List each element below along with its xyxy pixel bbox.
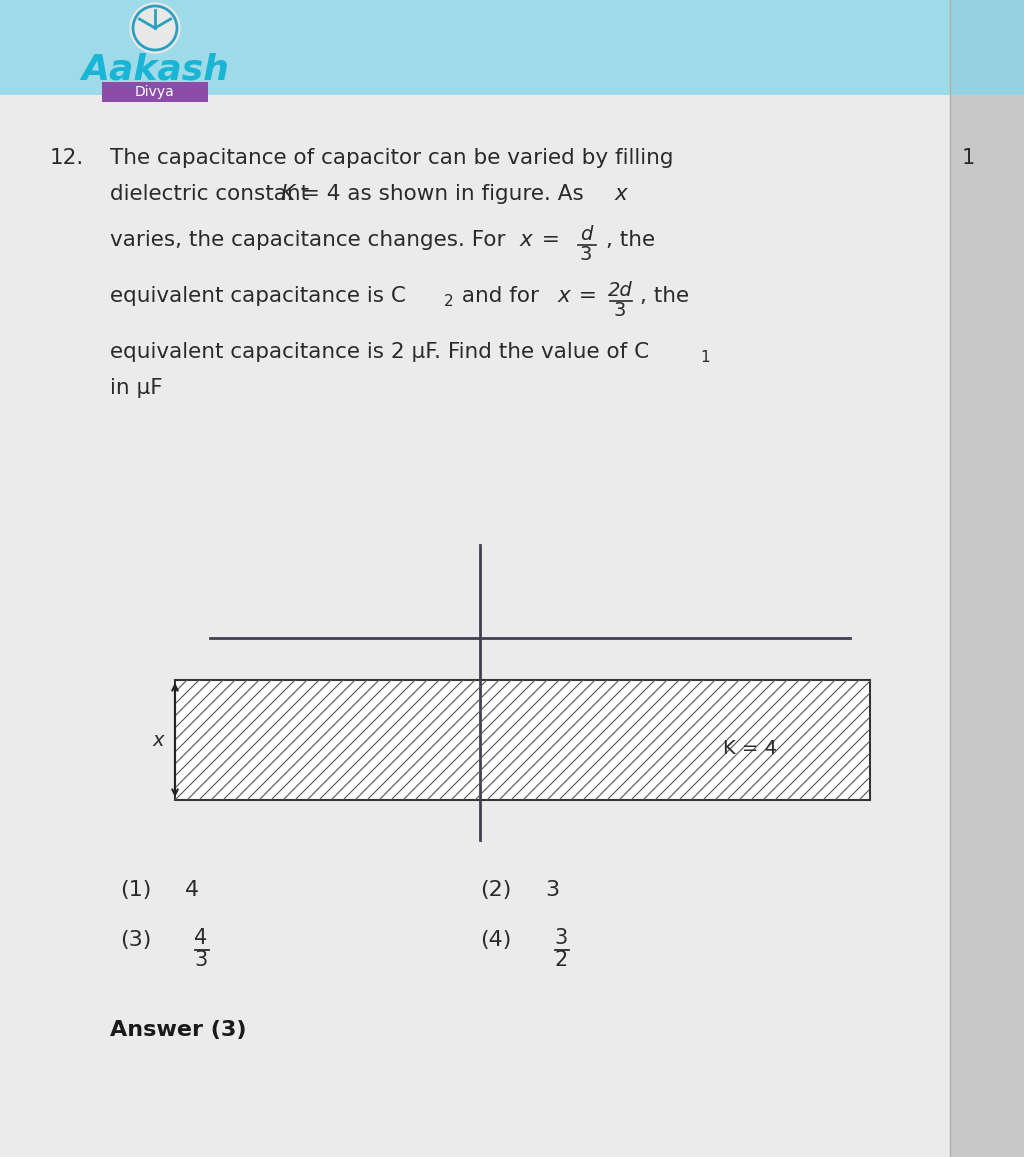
Text: 2d: 2d (607, 281, 633, 300)
Text: Aakash: Aakash (81, 53, 229, 87)
Text: = 4 as shown in figure. As: = 4 as shown in figure. As (295, 184, 591, 204)
Text: 3: 3 (195, 950, 208, 970)
Bar (175, 680, 870, 799)
Text: 2: 2 (444, 294, 454, 309)
Text: (2): (2) (480, 880, 511, 900)
Text: 4: 4 (195, 928, 208, 948)
Text: 3: 3 (613, 301, 627, 320)
Text: =: = (535, 230, 566, 250)
Text: 1: 1 (700, 351, 710, 364)
Text: 2: 2 (554, 950, 567, 970)
Text: The capacitance of capacitor can be varied by filling: The capacitance of capacitor can be vari… (110, 148, 674, 168)
Text: and for: and for (455, 286, 546, 305)
Bar (102, 82, 208, 102)
Text: , the: , the (640, 286, 689, 305)
Text: x: x (153, 730, 164, 750)
Text: (1): (1) (120, 880, 152, 900)
Text: K: K (280, 184, 294, 204)
Text: dielectric constant: dielectric constant (110, 184, 316, 204)
Text: d: d (580, 224, 592, 244)
Text: 3: 3 (554, 928, 567, 948)
Text: K = 4: K = 4 (723, 738, 777, 758)
Text: Answer (3): Answer (3) (110, 1020, 247, 1040)
Text: 3: 3 (580, 245, 592, 264)
Text: =: = (572, 286, 604, 305)
Text: equivalent capacitance is 2 μF. Find the value of C: equivalent capacitance is 2 μF. Find the… (110, 342, 649, 362)
Text: x: x (558, 286, 570, 305)
Circle shape (130, 3, 180, 53)
Bar (950, 0, 1024, 1157)
Text: 1: 1 (962, 148, 975, 168)
Text: 4: 4 (185, 880, 199, 900)
Text: (4): (4) (480, 930, 511, 950)
Bar (0, 0, 1024, 95)
Text: , the: , the (606, 230, 655, 250)
Text: Divya: Divya (135, 84, 175, 100)
Text: in μF: in μF (110, 378, 163, 398)
Text: 12.: 12. (50, 148, 84, 168)
Text: (3): (3) (120, 930, 152, 950)
Text: varies, the capacitance changes. For: varies, the capacitance changes. For (110, 230, 512, 250)
Text: 3: 3 (545, 880, 559, 900)
Text: equivalent capacitance is C: equivalent capacitance is C (110, 286, 406, 305)
Text: x: x (520, 230, 532, 250)
Text: x: x (615, 184, 628, 204)
